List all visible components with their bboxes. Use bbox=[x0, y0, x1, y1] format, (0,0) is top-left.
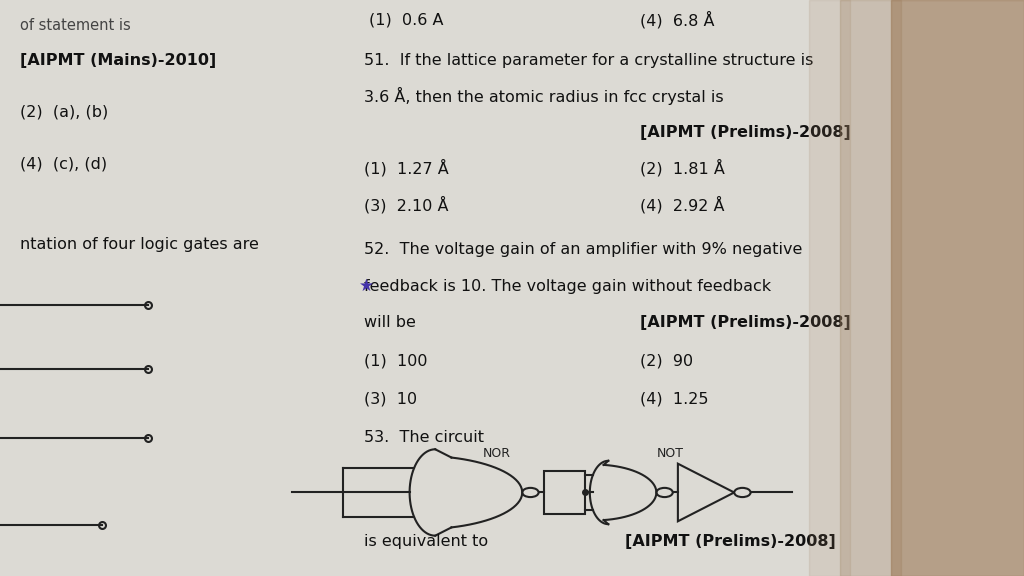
Text: [AIPMT (Prelims)-2008]: [AIPMT (Prelims)-2008] bbox=[640, 125, 851, 140]
Text: (4)  1.25: (4) 1.25 bbox=[640, 391, 709, 406]
Text: [AIPMT (Mains)-2010]: [AIPMT (Mains)-2010] bbox=[20, 53, 217, 68]
Text: [AIPMT (Prelims)-2008]: [AIPMT (Prelims)-2008] bbox=[640, 315, 851, 330]
Text: 53.  The circuit: 53. The circuit bbox=[364, 430, 483, 445]
Text: (1)  100: (1) 100 bbox=[364, 353, 427, 368]
Text: (2)  90: (2) 90 bbox=[640, 353, 693, 368]
Text: NOT: NOT bbox=[657, 447, 684, 460]
Bar bbox=[809, 0, 850, 576]
Text: (2)  (a), (b): (2) (a), (b) bbox=[20, 105, 109, 120]
Text: (4)  2.92 Å: (4) 2.92 Å bbox=[640, 196, 725, 214]
Text: NOR: NOR bbox=[482, 447, 511, 460]
Bar bbox=[891, 0, 1024, 576]
Text: feedback is 10. The voltage gain without feedback: feedback is 10. The voltage gain without… bbox=[364, 279, 771, 294]
Text: (3)  2.10 Å: (3) 2.10 Å bbox=[364, 196, 449, 214]
Bar bbox=[840, 0, 901, 576]
Text: (1)  1.27 Å: (1) 1.27 Å bbox=[364, 160, 449, 177]
Text: (1)  0.6 A: (1) 0.6 A bbox=[369, 12, 443, 27]
Text: ★: ★ bbox=[359, 277, 374, 295]
Text: [AIPMT (Prelims)-2008]: [AIPMT (Prelims)-2008] bbox=[625, 534, 836, 549]
Text: (4)  6.8 Å: (4) 6.8 Å bbox=[640, 11, 715, 28]
Text: (2)  1.81 Å: (2) 1.81 Å bbox=[640, 160, 725, 177]
Text: is equivalent to: is equivalent to bbox=[364, 534, 487, 549]
Text: of statement is: of statement is bbox=[20, 18, 131, 33]
Text: 3.6 Å, then the atomic radius in fcc crystal is: 3.6 Å, then the atomic radius in fcc cry… bbox=[364, 87, 723, 105]
Text: 52.  The voltage gain of an amplifier with 9% negative: 52. The voltage gain of an amplifier wit… bbox=[364, 242, 802, 257]
Text: 51.  If the lattice parameter for a crystalline structure is: 51. If the lattice parameter for a cryst… bbox=[364, 53, 813, 68]
Text: (4)  (c), (d): (4) (c), (d) bbox=[20, 157, 108, 172]
Text: ntation of four logic gates are: ntation of four logic gates are bbox=[20, 237, 259, 252]
Bar bbox=[544, 471, 585, 514]
Text: will be: will be bbox=[364, 315, 416, 330]
Text: (3)  10: (3) 10 bbox=[364, 391, 417, 406]
